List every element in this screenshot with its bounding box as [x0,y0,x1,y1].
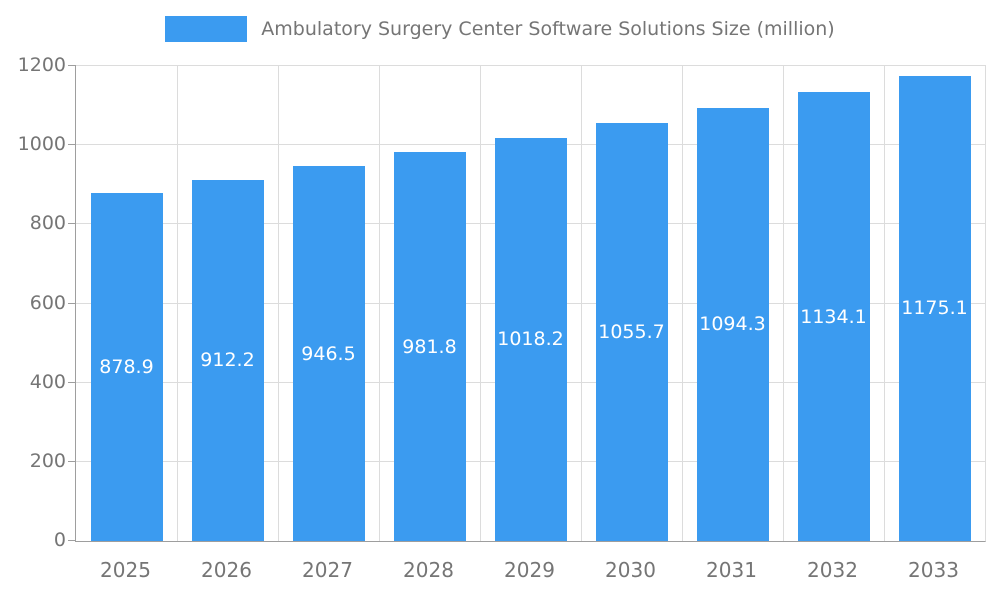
chart-title: Ambulatory Surgery Center Software Solut… [261,18,835,40]
gridline-v [177,66,178,541]
x-tick-label: 2030 [605,558,656,582]
bar-slot: 946.5 [278,66,379,541]
y-tick-label: 1200 [17,54,66,76]
gridline-v [378,66,380,541]
bar-value-label: 1018.2 [497,328,564,351]
y-axis-tick [68,540,76,541]
gridline-v [681,66,683,541]
y-axis-tick [68,144,76,146]
plot-area: 878.9 912.2 946.5 981.8 1018.2 1055.7 1094.3 11… [68,65,986,542]
bar-2032[interactable]: 1134.1 [797,92,870,541]
bar-value-label: 912.2 [200,349,255,372]
x-tick-label: 2026 [201,558,252,582]
x-tick-label: 2033 [908,558,959,582]
bar-2030[interactable]: 1055.7 [595,123,668,541]
y-tick-label: 800 [29,212,66,235]
bar-slot: 912.2 [177,66,278,541]
gridline-v [278,66,279,541]
bar-2026[interactable]: 912.2 [191,179,264,541]
bar-value-label: 1055.7 [598,321,665,344]
x-tick-label: 2032 [807,558,858,582]
bar-slot: 981.8 [379,66,480,541]
x-axis-labels: 2025 2026 2027 2028 2029 2030 2031 2032 2033 [75,558,984,582]
gridline-v [884,66,885,541]
y-tick-label: 400 [29,370,66,393]
bar-slot: 1018.2 [480,66,581,541]
y-axis-labels: 0 200 400 600 800 1000 1200 [0,54,66,551]
gridline-v [581,66,582,541]
bar-value-label: 1094.3 [699,313,766,336]
bar-2028[interactable]: 981.8 [393,152,466,541]
y-tick-label: 0 [53,529,66,551]
y-tick-label: 600 [29,291,66,314]
x-tick-label: 2031 [706,558,757,582]
bars-container: 878.9 912.2 946.5 981.8 1018.2 1055.7 1094.3 11… [76,66,985,541]
bar-slot: 1134.1 [783,66,884,541]
bar-value-label: 946.5 [301,342,356,365]
bar-2029[interactable]: 1018.2 [494,137,567,541]
bar-2033[interactable]: 1175.1 [898,75,971,541]
y-axis-tick [68,381,76,383]
bar-value-label: 878.9 [99,356,154,379]
y-axis-tick [68,223,76,225]
y-axis-tick [68,460,76,462]
x-tick-label: 2029 [504,558,555,582]
bar-2025[interactable]: 878.9 [90,193,163,541]
y-axis-tick [68,65,76,66]
bar-value-label: 981.8 [402,335,457,358]
y-tick-label: 1000 [17,133,66,156]
bar-2031[interactable]: 1094.3 [696,107,769,541]
bar-2027[interactable]: 946.5 [292,166,365,541]
bar-slot: 1055.7 [581,66,682,541]
gridline-v [480,66,481,541]
x-tick-label: 2027 [302,558,353,582]
legend[interactable]: Ambulatory Surgery Center Software Solut… [0,16,1000,42]
x-tick-label: 2025 [100,558,151,582]
gridline-v [783,66,784,541]
bar-slot: 1094.3 [682,66,783,541]
y-axis-tick [68,302,76,304]
bar-value-label: 1134.1 [800,305,867,328]
bar-slot: 1175.1 [884,66,985,541]
x-tick-label: 2028 [403,558,454,582]
bar-slot: 878.9 [76,66,177,541]
legend-swatch[interactable] [165,16,248,42]
bar-value-label: 1175.1 [901,297,968,320]
y-tick-label: 200 [29,449,66,472]
